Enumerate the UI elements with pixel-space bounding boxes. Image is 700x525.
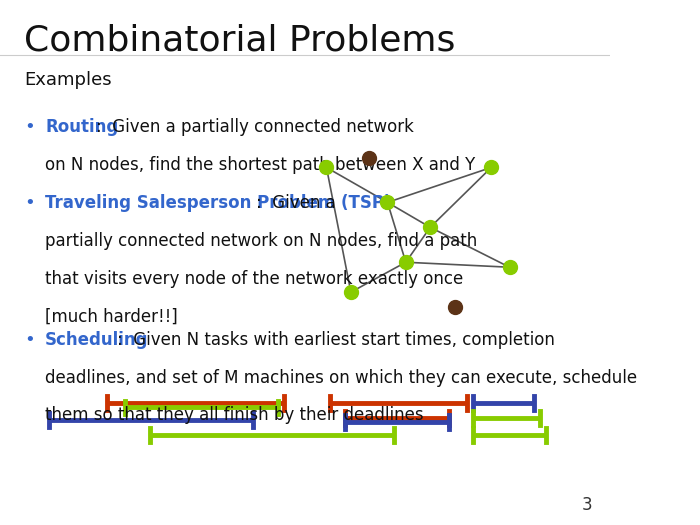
Text: that visits every node of the network exactly once: that visits every node of the network ex… xyxy=(46,270,463,288)
Text: •: • xyxy=(25,194,35,212)
Text: 3: 3 xyxy=(581,497,592,514)
Text: Traveling Salesperson Problem (TSP): Traveling Salesperson Problem (TSP) xyxy=(46,194,392,212)
Text: :  Given N tasks with earliest start times, completion: : Given N tasks with earliest start time… xyxy=(117,331,555,349)
Text: on N nodes, find the shortest path between X and Y: on N nodes, find the shortest path betwe… xyxy=(46,156,475,174)
Text: partially connected network on N nodes, find a path: partially connected network on N nodes, … xyxy=(46,232,477,250)
Text: Routing: Routing xyxy=(46,118,118,136)
Text: :  Given a partially connected network: : Given a partially connected network xyxy=(97,118,414,136)
Text: •: • xyxy=(25,118,35,136)
Text: Examples: Examples xyxy=(25,71,112,89)
Text: •: • xyxy=(25,331,35,349)
Text: Combinatorial Problems: Combinatorial Problems xyxy=(25,24,456,58)
Text: deadlines, and set of M machines on which they can execute, schedule: deadlines, and set of M machines on whic… xyxy=(46,369,637,386)
Text: [much harder!!]: [much harder!!] xyxy=(46,308,178,326)
Text: them so that they all finish by their deadlines: them so that they all finish by their de… xyxy=(46,406,424,424)
Text: Scheduling: Scheduling xyxy=(46,331,148,349)
Text: :  Given a: : Given a xyxy=(256,194,335,212)
